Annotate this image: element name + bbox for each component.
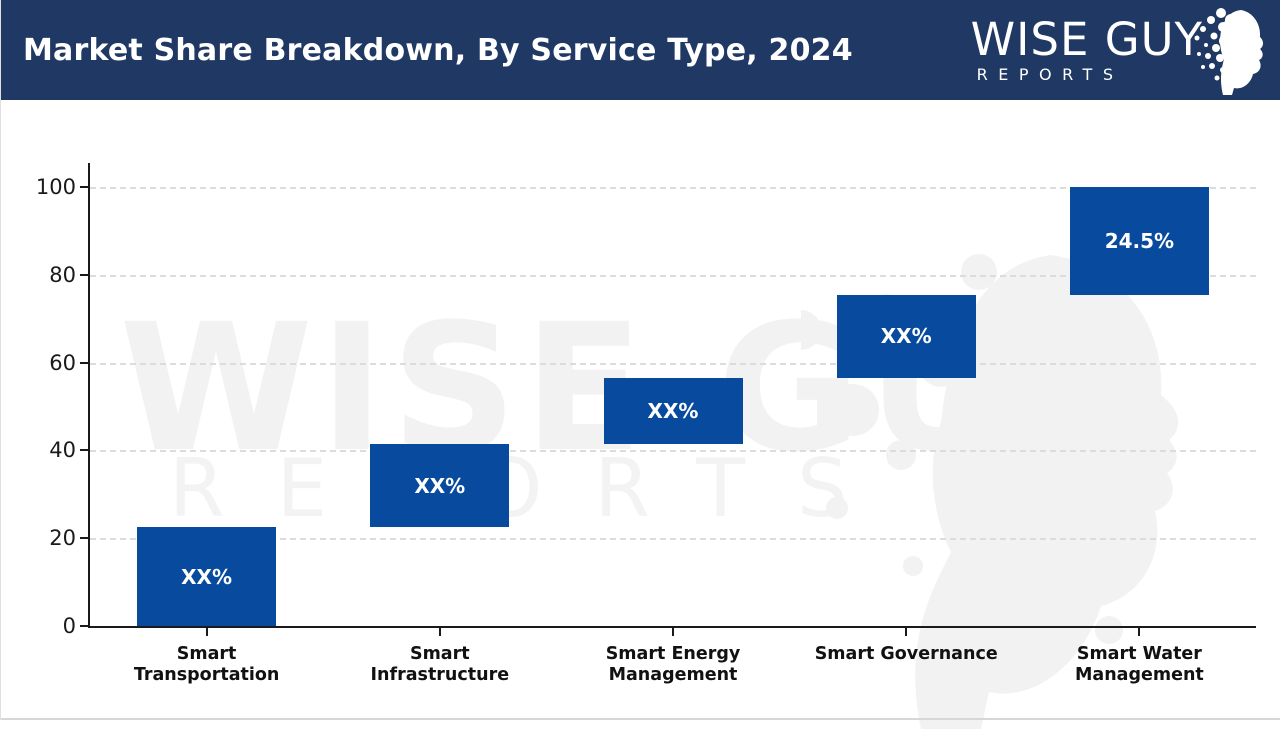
bar-smart-infrastructure: XX% — [370, 443, 510, 528]
y-tick-mark — [80, 361, 88, 364]
bar-smart-transportation: XX% — [137, 527, 277, 626]
y-tick-label: 20 — [49, 526, 76, 551]
y-tick-label: 80 — [49, 262, 76, 287]
x-axis-line — [88, 626, 1256, 628]
bar-value-label: XX% — [647, 398, 699, 423]
x-tick-mark — [205, 628, 208, 636]
x-tick-mark — [1138, 628, 1141, 636]
y-tick-label: 100 — [35, 175, 76, 200]
y-tick-label: 0 — [62, 614, 76, 638]
bar-value-label: XX% — [414, 473, 466, 498]
x-category-label: Smart Governance — [814, 644, 998, 664]
page-bottom-border — [1, 718, 1280, 720]
logo-face-icon — [1194, 8, 1264, 95]
chart-canvas: WISE GUY REPORTS 0 20 40 60 80 100 XX% Smart Tra… — [1, 100, 1280, 729]
y-tick-mark — [80, 273, 88, 276]
bar-value-label: 24.5% — [1104, 228, 1175, 253]
bar-smart-energy-management: XX% — [603, 378, 743, 444]
bar-value-label: XX% — [181, 564, 233, 589]
x-tick-mark — [438, 628, 441, 636]
y-tick-mark — [80, 537, 88, 540]
gridline-y-20 — [90, 538, 1256, 541]
logo-wordmark: WISE GUY — [970, 12, 1203, 66]
logo-text: WISE GUY REPORTS — [971, 17, 1203, 84]
y-axis-line — [88, 163, 90, 628]
y-tick-mark — [80, 186, 88, 189]
chart-title: Market Share Breakdown, By Service Type,… — [23, 32, 853, 68]
wise-guy-reports-logo: WISE GUY REPORTS — [971, 4, 1267, 96]
bar-smart-governance: XX% — [836, 294, 976, 379]
y-tick-mark — [80, 449, 88, 452]
bar-smart-water-management: 24.5% — [1069, 187, 1209, 295]
x-category-label: Smart Transportation — [133, 644, 280, 685]
bar-value-label: XX% — [880, 324, 932, 349]
report-header: Market Share Breakdown, By Service Type,… — [1, 0, 1280, 100]
x-category-label: Smart Water Management — [1074, 644, 1204, 685]
gridline-y-60 — [90, 362, 1256, 365]
y-tick-mark — [80, 625, 88, 627]
gridline-y-100 — [90, 187, 1256, 190]
x-tick-mark — [672, 628, 674, 636]
y-tick-label: 60 — [49, 350, 76, 375]
plot-area: 0 20 40 60 80 100 XX% Smart Transportation XX% Sma… — [36, 163, 1256, 685]
y-tick-label: 40 — [49, 438, 76, 463]
x-category-label: Smart Infrastructure — [370, 644, 510, 685]
logo-subtitle: REPORTS — [976, 64, 1124, 84]
x-category-label: Smart Energy Management — [605, 644, 741, 685]
watermark-face-graphic — [801, 254, 1179, 729]
x-tick-mark — [905, 628, 908, 636]
gridline-y-80 — [90, 274, 1256, 277]
gridline-y-40 — [90, 450, 1256, 453]
